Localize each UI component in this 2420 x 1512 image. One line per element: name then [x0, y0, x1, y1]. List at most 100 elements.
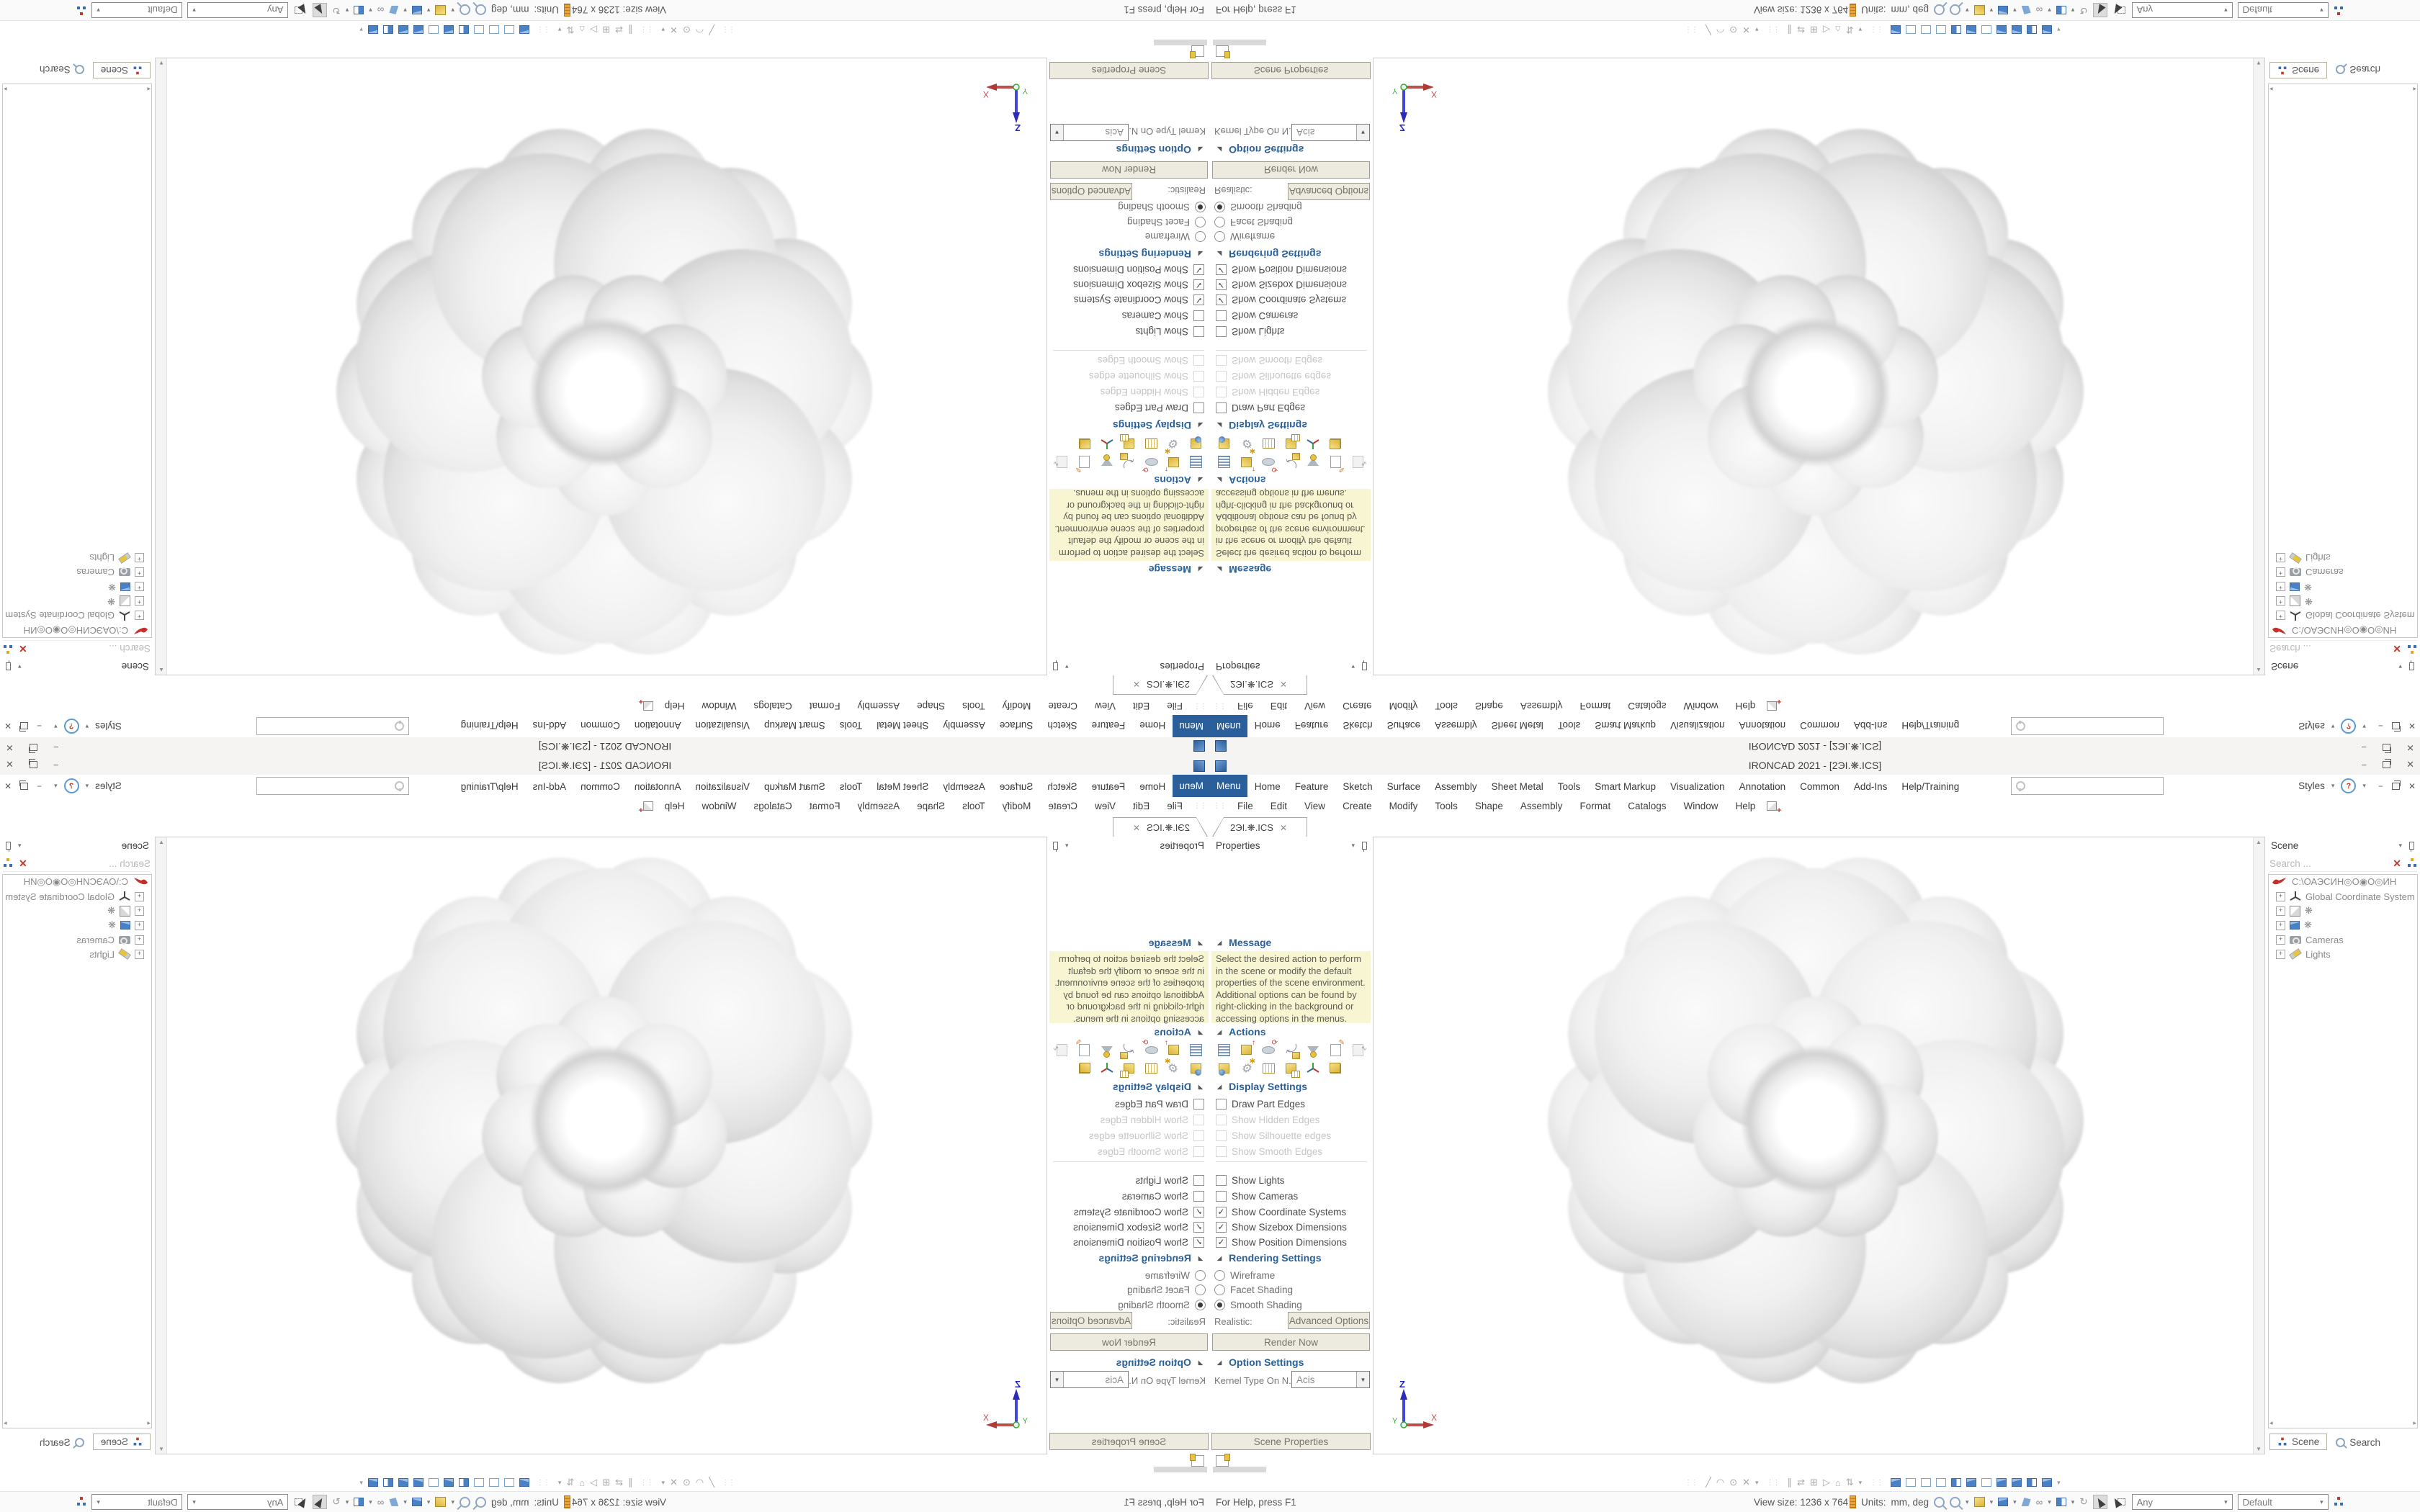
toolbar-grip[interactable]: ⋮⋮	[1685, 1478, 1698, 1487]
edit-sheet-icon[interactable]: ✎	[1327, 454, 1345, 473]
help-icon[interactable]: ?	[2341, 778, 2357, 793]
glasses-arrow-icon[interactable]: ▾	[369, 1498, 372, 1506]
mdi-restore-button[interactable]	[2391, 780, 2401, 790]
swap-constraint-icon[interactable]: ⇄	[615, 24, 623, 35]
home-view-icon[interactable]: ⌂	[1834, 1477, 1841, 1488]
new-scene-icon[interactable]	[1767, 801, 1781, 815]
menu-format[interactable]: Format	[1579, 800, 1611, 811]
view-cube-icon[interactable]	[1981, 1478, 1992, 1487]
ribbon-tab-feature[interactable]: Feature	[1091, 780, 1126, 792]
checkbox-show-hidden-edges[interactable]: Show Hidden Edges	[1050, 1113, 1204, 1126]
expand-icon[interactable]	[135, 906, 144, 916]
hierarchy-icon[interactable]	[2334, 1497, 2344, 1507]
filter-tree-icon[interactable]	[2407, 858, 2417, 868]
ribbon-tab-help-training[interactable]: Help/Training	[1901, 720, 1960, 732]
grid-icon[interactable]: ⊞	[602, 24, 611, 35]
more-tools-arrow-icon[interactable]: ▾	[1754, 1478, 1759, 1486]
toolbar-grip[interactable]: ⋮⋮	[537, 25, 550, 34]
scene-properties-footer-button[interactable]: Scene Properties	[1211, 62, 1371, 79]
ribbon-tab-visualization[interactable]: Visualization	[1670, 720, 1725, 732]
scroll-down-icon[interactable]: ▼	[2256, 1446, 2262, 1452]
selection-filter-dropdown[interactable]: Any ▾	[187, 1494, 289, 1510]
view-cube-icon[interactable]	[2042, 1478, 2053, 1487]
clear-search-icon[interactable]: ✕	[2393, 643, 2401, 655]
menu-window[interactable]: Window	[1683, 701, 1718, 712]
tree-scroll-left-icon[interactable]: ◂	[147, 1419, 151, 1426]
viewport-3d[interactable]: Z X Y ▲ ▼	[155, 58, 1047, 675]
tree-scroll-right-icon[interactable]: ▸	[2413, 86, 2416, 93]
ribbon-tab-sheet-metal[interactable]: Sheet Metal	[1491, 720, 1543, 732]
radio-smooth-shading[interactable]: Smooth Shading	[1050, 201, 1206, 214]
section-view-icon[interactable]	[354, 6, 364, 14]
updown-icon[interactable]: ⇅	[566, 24, 575, 35]
ribbon-menu-button[interactable]: Menu	[1173, 775, 1210, 797]
render-now-button[interactable]: Render Now	[1050, 161, 1208, 179]
scroll-down-icon[interactable]: ▼	[158, 1446, 164, 1452]
checkbox-show-position-dimensions[interactable]: Show Position Dimensions	[1050, 1236, 1204, 1248]
advanced-options-button[interactable]: Advanced Options	[1050, 183, 1132, 200]
styles-dropdown[interactable]: Styles	[95, 780, 122, 791]
settings-gears-icon[interactable]: ⚙ ✱	[1240, 1058, 1255, 1075]
grid-icon[interactable]: ⊞	[1809, 24, 1818, 35]
selection-filter-dropdown[interactable]: Any ▾	[2131, 2, 2233, 18]
tree-row-global-coordinate-system[interactable]: Global Coordinate System	[2269, 608, 2417, 623]
glasses-icon[interactable]: ∞	[2035, 4, 2043, 16]
ribbon-tab-home[interactable]: Home	[1139, 780, 1166, 792]
toolbar-grip[interactable]: ⋮⋮	[640, 25, 654, 34]
view-cube-icon[interactable]	[413, 25, 424, 34]
checkbox-show-silhouette-edges[interactable]: Show Silhouette edges	[1216, 370, 1370, 383]
ribbon-tab-visualization[interactable]: Visualization	[695, 720, 750, 732]
zoom-out-icon[interactable]	[459, 4, 470, 16]
tree-row-lights[interactable]: Lights	[2269, 947, 2417, 961]
mdi-minimize-button[interactable]: −	[37, 780, 42, 791]
checkbox-show-silhouette-edges[interactable]: Show Silhouette edges	[1050, 1129, 1204, 1142]
shaded-view-icon[interactable]	[1998, 1498, 2009, 1506]
scroll-down-icon[interactable]: ▼	[158, 60, 164, 66]
play-icon[interactable]: ▷	[1822, 24, 1830, 35]
ribbon-tab-help-training[interactable]: Help/Training	[460, 780, 519, 792]
command-search-box[interactable]	[2011, 717, 2164, 735]
ribbon-tab-annotation[interactable]: Annotation	[1739, 780, 1786, 792]
menu-help[interactable]: Help	[664, 701, 685, 712]
tree-row-scene-root[interactable]: C:\ОАЭСИН◎О◉О◎ИН	[3, 623, 151, 637]
ribbon-menu-button[interactable]: Menu	[1173, 715, 1210, 737]
orbit-icon[interactable]: ↻	[2079, 5, 2088, 16]
view-cube-icon[interactable]	[488, 25, 499, 34]
view-cube-icon[interactable]	[398, 1478, 408, 1487]
kernel-type-dropdown[interactable]: Acis ▼	[1291, 1371, 1370, 1388]
help-arrow-icon[interactable]: ▾	[54, 723, 58, 730]
radio-facet-shading[interactable]: Facet Shading	[1214, 216, 1370, 229]
viewport-vertical-scrollbar[interactable]: ▲ ▼	[2253, 58, 2264, 675]
ribbon-tab-visualization[interactable]: Visualization	[695, 780, 750, 792]
checkbox-show-position-dimensions[interactable]: Show Position Dimensions	[1216, 1236, 1370, 1248]
sweep-icon[interactable]: ⤾	[1120, 1042, 1137, 1059]
parallel-constraint-icon[interactable]: ∥	[1787, 24, 1793, 35]
checkbox-show-smooth-edges[interactable]: Show Smooth Edges	[1050, 354, 1204, 367]
ribbon-tab-add-ins[interactable]: Add-Ins	[1853, 720, 1888, 732]
checkbox-show-cameras[interactable]: Show Cameras	[1050, 1189, 1204, 1202]
revolve-icon[interactable]: ⟳	[1142, 454, 1160, 473]
triad-axes-icon[interactable]	[1099, 1061, 1115, 1076]
parameter-table-icon[interactable]	[1144, 436, 1160, 451]
circle-tool-icon[interactable]: ⊙	[1729, 1477, 1738, 1488]
viewport-vertical-scrollbar[interactable]: ▲ ▼	[156, 58, 167, 675]
menu-catalogs[interactable]: Catalogs	[1628, 701, 1667, 712]
kernel-type-dropdown[interactable]: Acis ▼	[1050, 1371, 1129, 1388]
new-scene-icon[interactable]	[1767, 701, 1778, 711]
box-select-cursor-icon[interactable]	[2111, 1495, 2127, 1509]
ribbon-tab-annotation[interactable]: Annotation	[634, 780, 681, 792]
radio-wireframe[interactable]: Wireframe	[1050, 1269, 1206, 1282]
mdi-close-button[interactable]: ✕	[2408, 721, 2416, 732]
arc-tool-icon[interactable]: ◠	[1716, 24, 1725, 35]
arc-tool-icon[interactable]: ◠	[695, 24, 704, 35]
menu-help[interactable]: Help	[664, 800, 685, 811]
box-select-cursor-icon[interactable]	[293, 3, 309, 17]
shaded-view-icon[interactable]	[1998, 6, 2009, 14]
menu-create[interactable]: Create	[1048, 800, 1077, 811]
styles-arrow-icon[interactable]: ▾	[85, 782, 89, 789]
view-cube-icon[interactable]	[382, 1478, 393, 1487]
parameter-table-icon[interactable]	[1260, 436, 1276, 451]
zoom-in-icon[interactable]	[475, 1496, 486, 1508]
styles-dropdown[interactable]: Styles	[2298, 780, 2325, 791]
checkbox-draw-part-edges[interactable]: Draw Part Edges	[1050, 402, 1204, 415]
